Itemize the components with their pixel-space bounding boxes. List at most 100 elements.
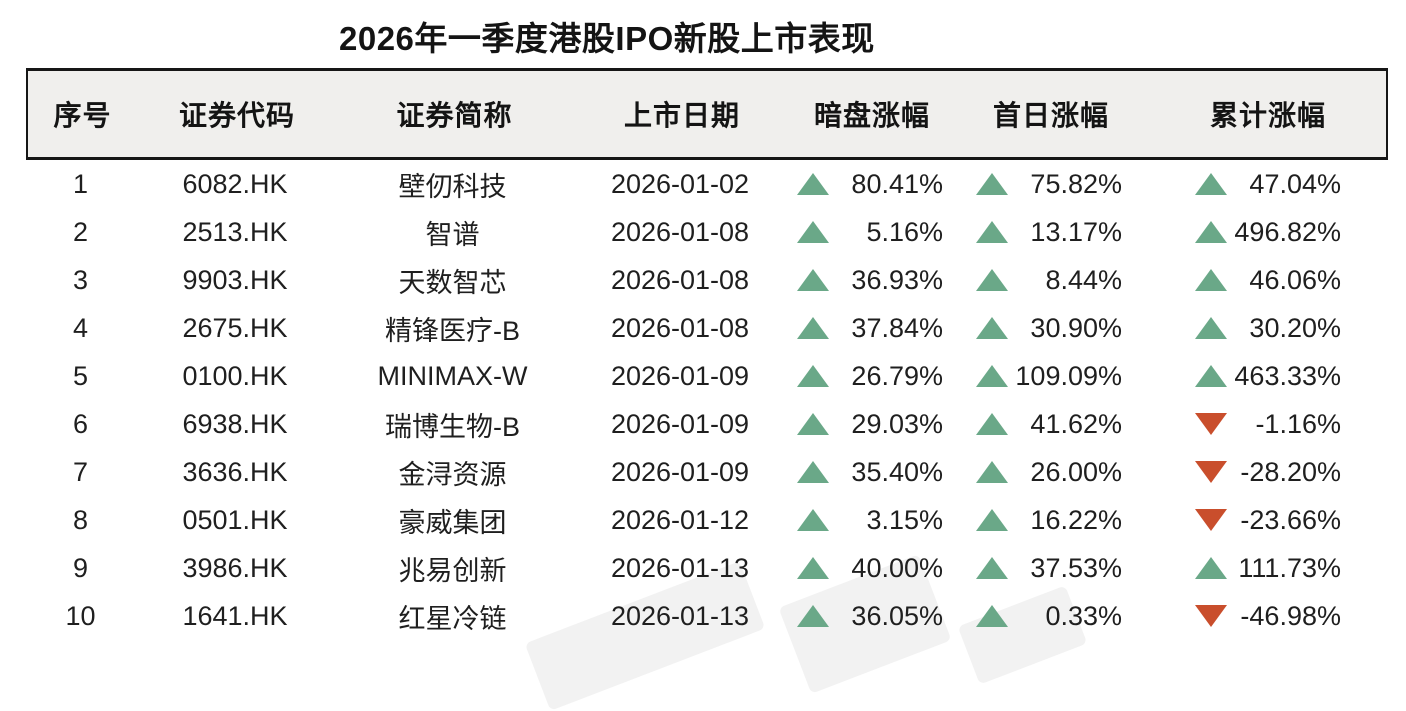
column-header-cumulative-change: 累计涨幅 xyxy=(1209,100,1326,131)
percent-value: 47.04% xyxy=(1249,168,1341,199)
table-row: 6 6938.HK 瑞博生物-B 2026-01-09 29.03% 41.62… xyxy=(26,400,1388,448)
column-header-serial: 序号 xyxy=(53,100,112,131)
cell-dark-pool-change: 35.40% xyxy=(790,457,950,488)
percent-value: 80.41% xyxy=(851,168,943,199)
up-triangle-icon xyxy=(797,413,829,435)
up-triangle-icon xyxy=(797,605,829,627)
cell-serial: 10 xyxy=(65,600,96,631)
cell-serial: 1 xyxy=(72,168,89,199)
cell-dark-pool-change: 36.05% xyxy=(790,601,950,632)
up-triangle-icon xyxy=(797,317,829,339)
cell-name: MINIMAX-W xyxy=(377,360,528,391)
cell-dark-pool-change: 37.84% xyxy=(790,313,950,344)
cell-cumulative-change: -1.16% xyxy=(1148,409,1388,440)
percent-value: 30.20% xyxy=(1249,312,1341,343)
percent-value: 5.16% xyxy=(866,216,943,247)
cell-first-day-change: 0.33% xyxy=(950,601,1148,632)
percent-value: -46.98% xyxy=(1240,600,1341,631)
cell-listing-date: 2026-01-08 xyxy=(610,216,750,247)
page-title: 2026年一季度港股IPO新股上市表现 xyxy=(339,20,875,57)
cell-name: 金浔资源 xyxy=(398,459,507,490)
table-row: 10 1641.HK 红星冷链 2026-01-13 36.05% 0.33% … xyxy=(26,592,1388,640)
percent-value: 37.53% xyxy=(1030,552,1122,583)
cell-listing-date: 2026-01-08 xyxy=(610,312,750,343)
cell-ticker: 3986.HK xyxy=(182,552,288,583)
table-row: 8 0501.HK 豪威集团 2026-01-12 3.15% 16.22% -… xyxy=(26,496,1388,544)
cell-first-day-change: 13.17% xyxy=(950,217,1148,248)
up-triangle-icon xyxy=(1195,317,1227,339)
cell-first-day-change: 8.44% xyxy=(950,265,1148,296)
column-header-name: 证券简称 xyxy=(396,100,513,131)
up-triangle-icon xyxy=(976,173,1008,195)
percent-value: 36.93% xyxy=(851,264,943,295)
cell-listing-date: 2026-01-09 xyxy=(610,360,750,391)
up-triangle-icon xyxy=(976,557,1008,579)
cell-ticker: 1641.HK xyxy=(182,600,288,631)
column-header-listing-date: 上市日期 xyxy=(623,100,740,131)
up-triangle-icon xyxy=(1195,365,1227,387)
up-triangle-icon xyxy=(1195,221,1227,243)
cell-name: 兆易创新 xyxy=(398,555,507,586)
cell-first-day-change: 30.90% xyxy=(950,313,1148,344)
cell-ticker: 2675.HK xyxy=(182,312,288,343)
cell-dark-pool-change: 36.93% xyxy=(790,265,950,296)
cell-cumulative-change: -46.98% xyxy=(1148,601,1388,632)
cell-first-day-change: 109.09% xyxy=(950,361,1148,392)
cell-cumulative-change: 111.73% xyxy=(1148,553,1388,584)
cell-serial: 3 xyxy=(72,264,89,295)
percent-value: 496.82% xyxy=(1234,216,1341,247)
cell-cumulative-change: -28.20% xyxy=(1148,457,1388,488)
percent-value: 35.40% xyxy=(851,456,943,487)
up-triangle-icon xyxy=(976,221,1008,243)
cell-first-day-change: 26.00% xyxy=(950,457,1148,488)
percent-value: -1.16% xyxy=(1255,408,1341,439)
table-row: 9 3986.HK 兆易创新 2026-01-13 40.00% 37.53% … xyxy=(26,544,1388,592)
cell-listing-date: 2026-01-09 xyxy=(610,456,750,487)
cell-listing-date: 2026-01-12 xyxy=(610,504,750,535)
up-triangle-icon xyxy=(976,461,1008,483)
cell-name: 精锋医疗-B xyxy=(385,315,520,346)
cell-name: 智谱 xyxy=(425,219,480,250)
table-row: 7 3636.HK 金浔资源 2026-01-09 35.40% 26.00% … xyxy=(26,448,1388,496)
cell-name: 瑞博生物-B xyxy=(385,411,520,442)
percent-value: 26.00% xyxy=(1030,456,1122,487)
cell-cumulative-change: 30.20% xyxy=(1148,313,1388,344)
up-triangle-icon xyxy=(976,509,1008,531)
cell-listing-date: 2026-01-13 xyxy=(610,600,750,631)
table-row: 3 9903.HK 天数智芯 2026-01-08 36.93% 8.44% 4… xyxy=(26,256,1388,304)
table-header-row: 序号 证券代码 证券简称 上市日期 暗盘涨幅 首日涨幅 累计涨幅 xyxy=(26,68,1388,160)
cell-dark-pool-change: 26.79% xyxy=(790,361,950,392)
table-body: 1 6082.HK 壁仞科技 2026-01-02 80.41% 75.82% … xyxy=(26,160,1388,640)
percent-value: 37.84% xyxy=(851,312,943,343)
cell-cumulative-change: 463.33% xyxy=(1148,361,1388,392)
up-triangle-icon xyxy=(797,365,829,387)
column-header-dark-pool-change: 暗盘涨幅 xyxy=(813,100,930,131)
cell-first-day-change: 37.53% xyxy=(950,553,1148,584)
table-row: 1 6082.HK 壁仞科技 2026-01-02 80.41% 75.82% … xyxy=(26,160,1388,208)
cell-listing-date: 2026-01-08 xyxy=(610,264,750,295)
percent-value: 46.06% xyxy=(1249,264,1341,295)
up-triangle-icon xyxy=(976,413,1008,435)
cell-first-day-change: 75.82% xyxy=(950,169,1148,200)
cell-name: 红星冷链 xyxy=(398,603,507,634)
cell-dark-pool-change: 80.41% xyxy=(790,169,950,200)
up-triangle-icon xyxy=(976,317,1008,339)
percent-value: 0.33% xyxy=(1045,600,1122,631)
cell-cumulative-change: 47.04% xyxy=(1148,169,1388,200)
up-triangle-icon xyxy=(797,269,829,291)
percent-value: 36.05% xyxy=(851,600,943,631)
percent-value: 26.79% xyxy=(851,360,943,391)
ipo-performance-report: 2026年一季度港股IPO新股上市表现 序号 证券代码 证券简称 上市日期 暗盘… xyxy=(0,18,1406,711)
cell-dark-pool-change: 29.03% xyxy=(790,409,950,440)
percent-value: 3.15% xyxy=(866,504,943,535)
cell-listing-date: 2026-01-09 xyxy=(610,408,750,439)
up-triangle-icon xyxy=(797,509,829,531)
cell-serial: 5 xyxy=(72,360,89,391)
percent-value: 111.73% xyxy=(1238,552,1341,583)
cell-first-day-change: 16.22% xyxy=(950,505,1148,536)
cell-serial: 8 xyxy=(72,504,89,535)
cell-serial: 2 xyxy=(72,216,89,247)
down-triangle-icon xyxy=(1195,605,1227,627)
cell-name: 天数智芯 xyxy=(398,267,507,298)
percent-value: -28.20% xyxy=(1240,456,1341,487)
